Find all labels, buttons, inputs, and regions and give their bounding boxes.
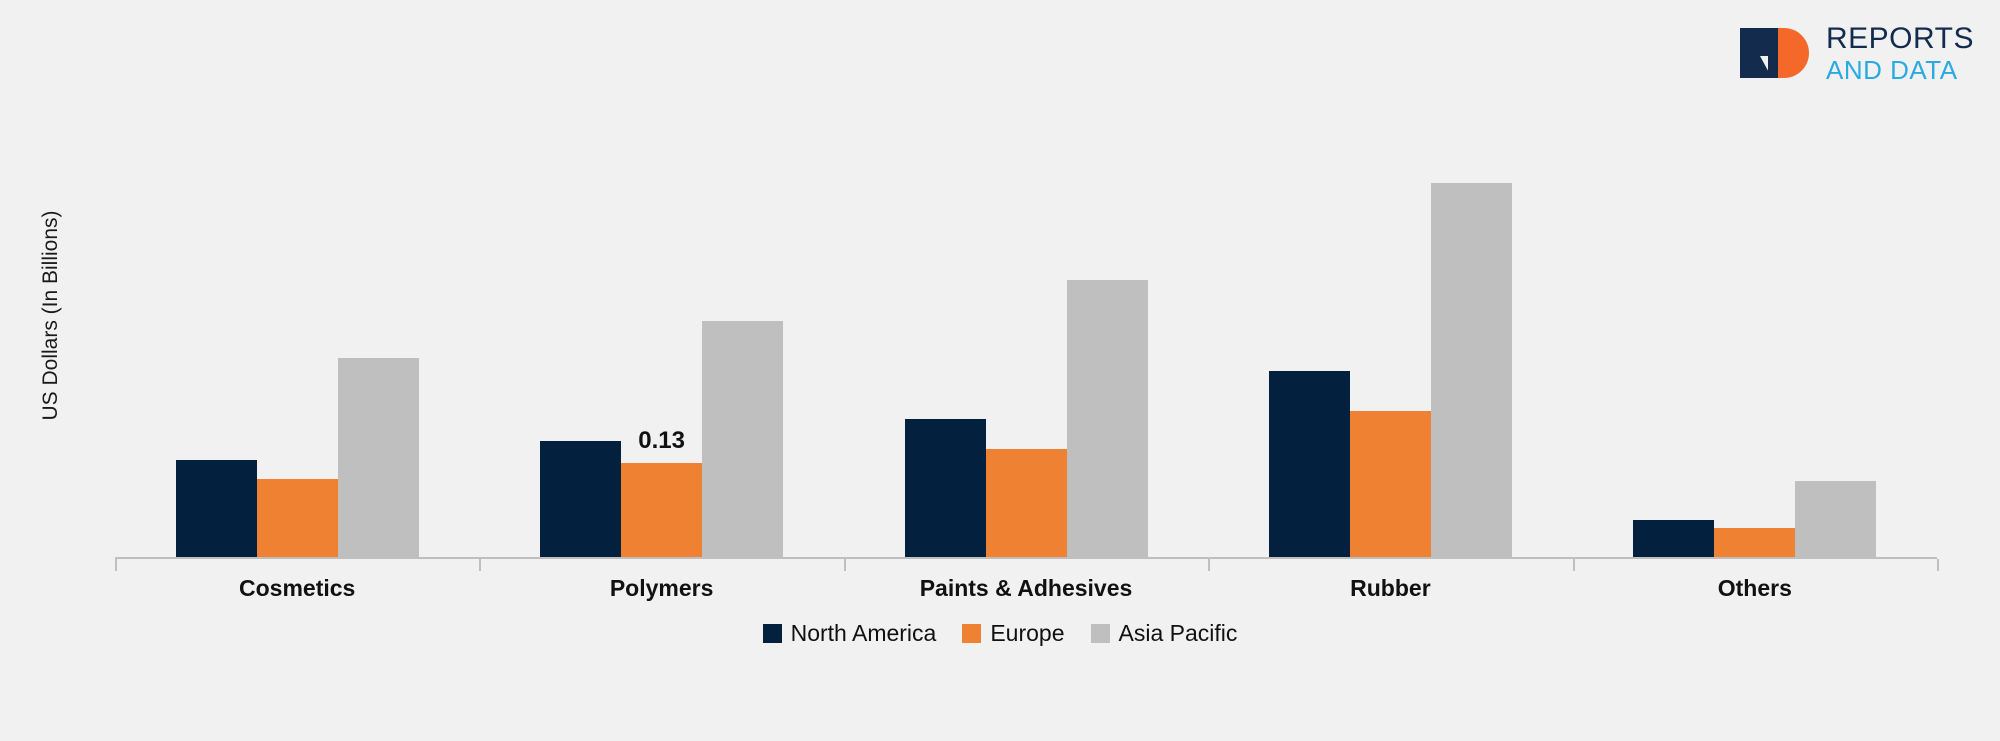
legend-item[interactable]: Asia Pacific — [1090, 620, 1238, 647]
bar[interactable] — [1430, 183, 1512, 558]
y-axis-title-text: US Dollars (In Billions) — [39, 210, 62, 421]
chart-legend: North America Europe Asia Pacific — [0, 620, 2000, 647]
bar-group — [1268, 110, 1512, 558]
legend-label: Asia Pacific — [1118, 620, 1238, 646]
plot-area: 0.13 — [115, 110, 1937, 558]
axis-tick — [1572, 559, 1575, 571]
bar[interactable] — [1066, 280, 1148, 558]
bar[interactable] — [702, 320, 784, 558]
bar[interactable] — [540, 440, 622, 558]
legend-item[interactable]: North America — [762, 620, 937, 647]
axis-tick — [115, 559, 117, 571]
logo-line-reports: REPORTS — [1826, 21, 1974, 55]
bar-group — [540, 110, 784, 558]
logo-line-and-data: AND DATA — [1826, 54, 1958, 85]
bar[interactable] — [1349, 411, 1431, 558]
category-label: Polymers — [609, 575, 714, 601]
bar[interactable] — [904, 419, 986, 558]
legend-swatch-icon — [1090, 624, 1110, 643]
bar[interactable] — [621, 462, 703, 558]
bar[interactable] — [1633, 519, 1715, 558]
category-label: Rubber — [1350, 575, 1431, 601]
bar[interactable] — [1268, 370, 1350, 558]
bar-value-label: 0.13 — [638, 426, 685, 454]
axis-tick — [843, 559, 846, 571]
bar-group — [1633, 110, 1877, 558]
logo-wordmark: REPORTS AND DATA — [1826, 21, 1974, 85]
x-axis-line — [115, 557, 1937, 559]
category-label: Others — [1717, 575, 1792, 601]
legend-item[interactable]: Europe — [962, 620, 1065, 647]
legend-label: North America — [790, 620, 937, 646]
bar[interactable] — [175, 459, 257, 558]
category-label: Cosmetics — [239, 575, 356, 601]
x-axis-category-labels: Cosmetics Polymers Paints & Adhesives Rubbe… — [115, 575, 1937, 615]
axis-tick — [479, 559, 482, 571]
category-label: Paints & Adhesives — [919, 575, 1133, 601]
legend-swatch-icon — [962, 624, 982, 643]
logo-mark-rd-icon — [1738, 26, 1816, 80]
legend-swatch-icon — [762, 624, 782, 643]
bar-group — [904, 110, 1148, 558]
bar[interactable] — [1795, 480, 1877, 558]
bar-group — [175, 110, 419, 558]
bar[interactable] — [256, 479, 338, 558]
bar[interactable] — [985, 448, 1067, 558]
bar[interactable] — [1714, 527, 1796, 558]
axis-tick — [1937, 559, 1939, 571]
legend-label: Europe — [990, 620, 1065, 646]
bar[interactable] — [337, 358, 419, 558]
axis-tick — [1208, 559, 1211, 571]
brand-logo: REPORTS AND DATA — [1738, 22, 1973, 84]
